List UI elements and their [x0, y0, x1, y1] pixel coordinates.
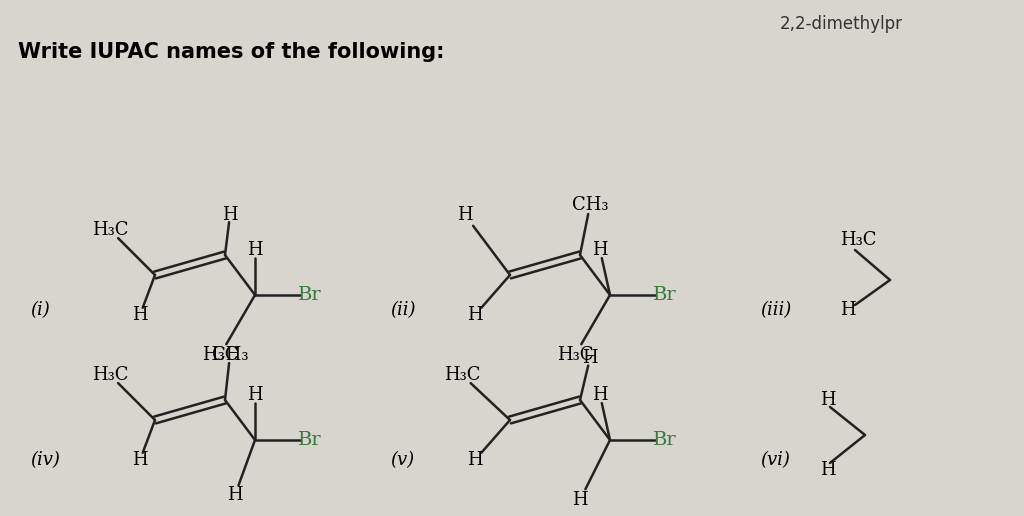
Text: H: H [820, 391, 836, 409]
Text: Br: Br [653, 286, 677, 304]
Text: H₃C: H₃C [443, 366, 480, 384]
Text: (i): (i) [30, 301, 50, 319]
Text: H₃C: H₃C [92, 221, 128, 239]
Text: H: H [457, 206, 473, 224]
Text: (v): (v) [390, 451, 414, 469]
Text: Br: Br [298, 431, 322, 449]
Text: (vi): (vi) [760, 451, 790, 469]
Text: H: H [227, 486, 243, 504]
Text: H₃C: H₃C [202, 346, 239, 364]
Text: H₃C: H₃C [840, 231, 877, 249]
Text: CH₃: CH₃ [571, 196, 608, 214]
Text: H: H [583, 349, 598, 367]
Text: H₃C: H₃C [557, 346, 593, 364]
Text: Br: Br [653, 431, 677, 449]
Text: H: H [467, 451, 482, 469]
Text: Br: Br [298, 286, 322, 304]
Text: CH₃: CH₃ [212, 346, 248, 364]
Text: H: H [132, 306, 147, 324]
Text: H: H [222, 206, 238, 224]
Text: H: H [820, 461, 836, 479]
Text: (iv): (iv) [30, 451, 59, 469]
Text: H: H [592, 386, 608, 404]
Text: H: H [247, 386, 263, 404]
Text: H: H [840, 301, 856, 319]
Text: H: H [572, 491, 588, 509]
Text: H: H [247, 241, 263, 259]
Text: H: H [592, 241, 608, 259]
Text: H: H [467, 306, 482, 324]
Text: H: H [132, 451, 147, 469]
Text: (ii): (ii) [390, 301, 416, 319]
Text: (iii): (iii) [760, 301, 792, 319]
Text: Write IUPAC names of the following:: Write IUPAC names of the following: [18, 42, 444, 62]
Text: H₃C: H₃C [92, 366, 128, 384]
Text: 2,2-dimethylpr: 2,2-dimethylpr [780, 15, 903, 33]
